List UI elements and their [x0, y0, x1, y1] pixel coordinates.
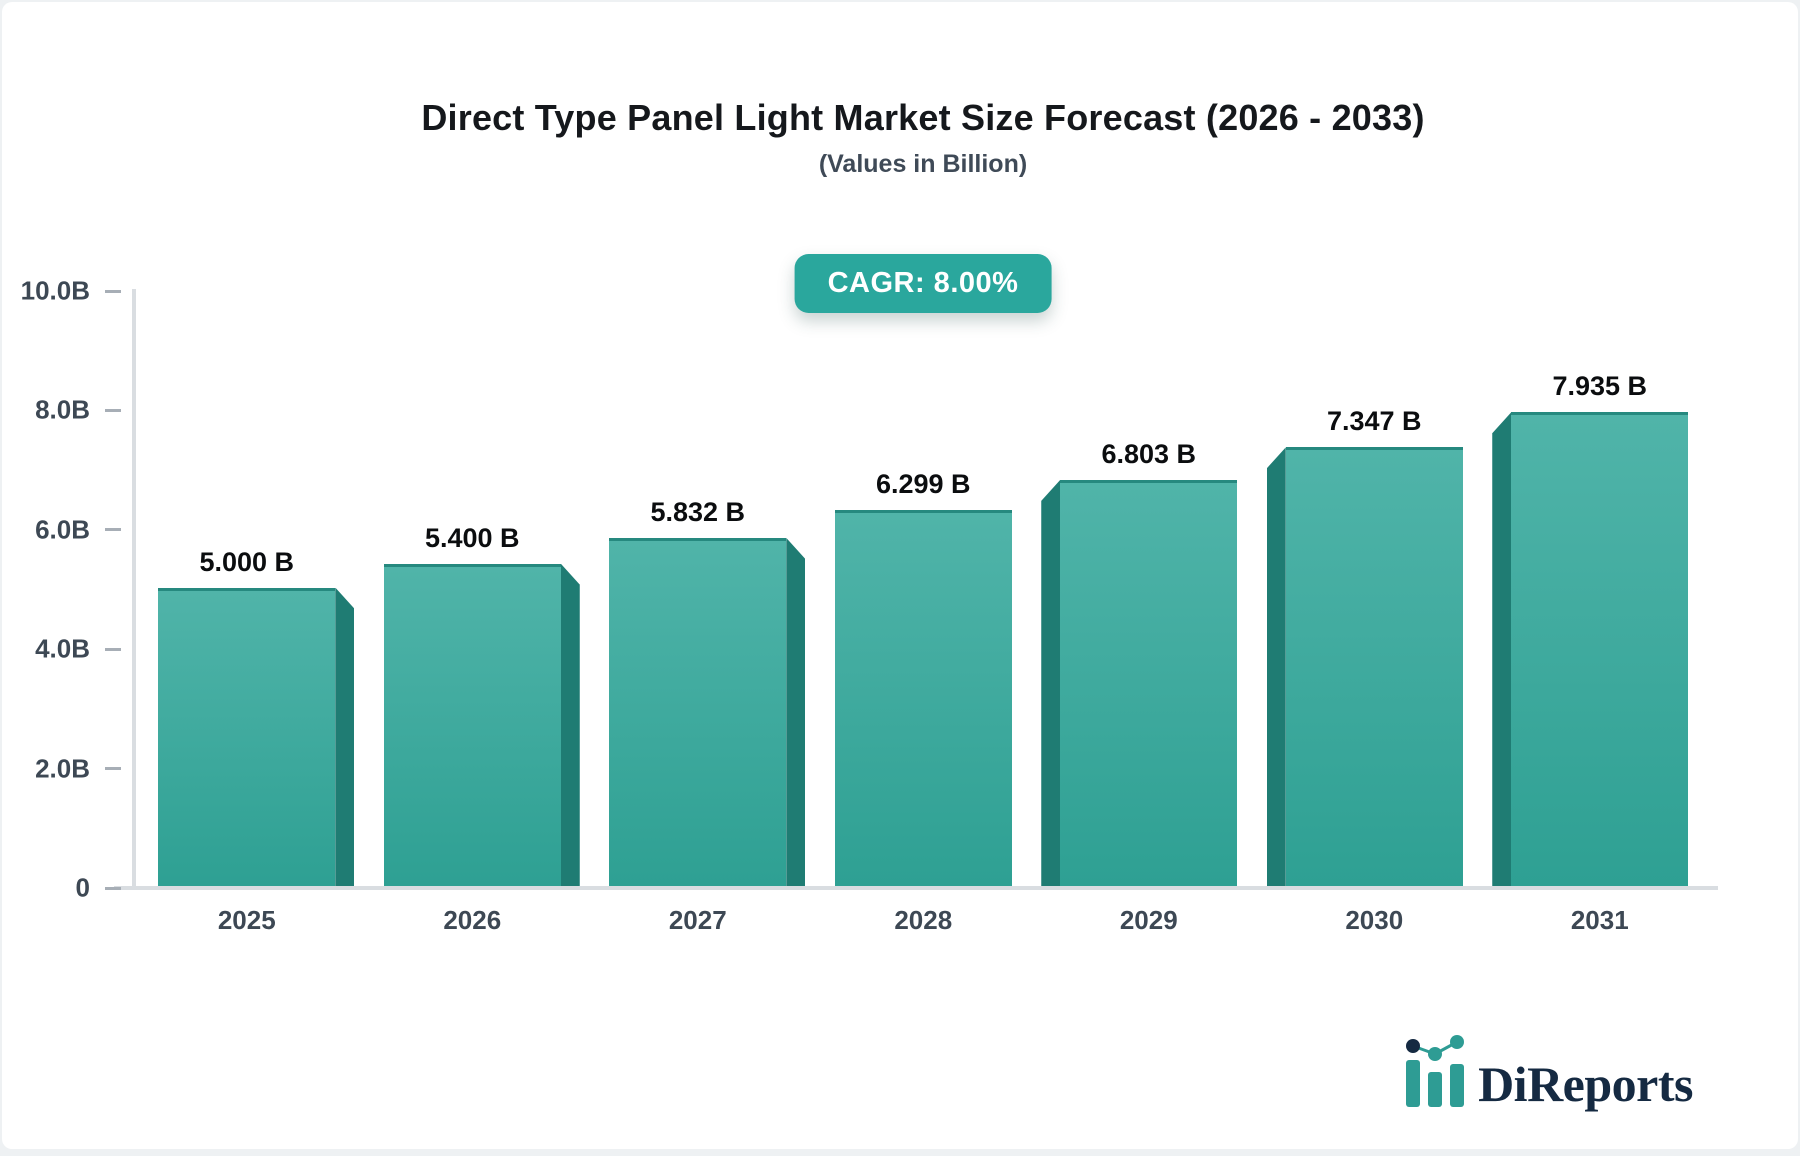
x-tick-label-2027: 2027: [668, 905, 727, 935]
y-tick-dash: [105, 408, 121, 412]
chart-subtitle: (Values in Billion): [818, 150, 1028, 178]
bar-value-label-2029: 6.803 B: [1101, 438, 1197, 469]
bar-side-2029: [1041, 479, 1061, 886]
y-tick-label-10.0B: 10.0B: [20, 275, 90, 306]
y-tick-dash: [105, 767, 121, 771]
brand-logo-text: DiReports: [1478, 1056, 1693, 1112]
bar-2031[interactable]: [1511, 412, 1689, 886]
y-tick-dash: [105, 528, 121, 532]
x-tick-label-2026: 2026: [443, 905, 502, 935]
bar-value-label-2025: 5.000 B: [199, 546, 295, 577]
bar-side-2025: [335, 587, 355, 886]
bar-chart-logo-icon: [1406, 1035, 1465, 1107]
bar-2030[interactable]: [1285, 447, 1463, 886]
bar-value-label-2026: 5.400 B: [424, 522, 520, 553]
brand-logo: DiReports: [1404, 1033, 1693, 1109]
bar-side-2027: [786, 537, 806, 886]
y-tick-label-2.0B: 2.0B: [35, 753, 90, 784]
cagr-badge: CAGR: 8.00%: [794, 254, 1052, 313]
bar-value-label-2031: 7.935 B: [1552, 371, 1648, 402]
x-tick-label-2029: 2029: [1119, 905, 1178, 935]
y-tick-label-6.0B: 6.0B: [35, 514, 90, 545]
bar-2025[interactable]: [158, 587, 336, 886]
bar-side-2030: [1266, 447, 1286, 886]
y-tick-label-8.0B: 8.0B: [35, 394, 90, 425]
y-tick-dash: [105, 647, 121, 651]
x-axis-line: [114, 886, 1718, 890]
x-tick-label-2025: 2025: [217, 905, 276, 935]
chart-title: Direct Type Panel Light Market Size Fore…: [421, 97, 1425, 138]
bar-2026[interactable]: [383, 563, 561, 886]
x-tick-label-2031: 2031: [1570, 905, 1629, 935]
bar-value-label-2030: 7.347 B: [1326, 406, 1422, 437]
y-tick-label-4.0B: 4.0B: [35, 633, 90, 664]
bar-value-label-2027: 5.832 B: [650, 496, 746, 527]
bar-2027[interactable]: [609, 537, 787, 886]
x-tick-label-2030: 2030: [1345, 905, 1404, 935]
y-tick-dash: [105, 289, 121, 293]
y-tick-label-0: 0: [75, 872, 90, 903]
bar-value-label-2028: 6.299 B: [875, 468, 971, 499]
bar-side-2031: [1492, 412, 1512, 886]
bar-2029[interactable]: [1060, 479, 1238, 886]
y-axis-line: [132, 289, 136, 890]
x-tick-label-2028: 2028: [894, 905, 953, 935]
bar-side-2026: [560, 563, 580, 886]
bar-2028[interactable]: [834, 509, 1012, 886]
y-tick-dash: [105, 886, 121, 890]
